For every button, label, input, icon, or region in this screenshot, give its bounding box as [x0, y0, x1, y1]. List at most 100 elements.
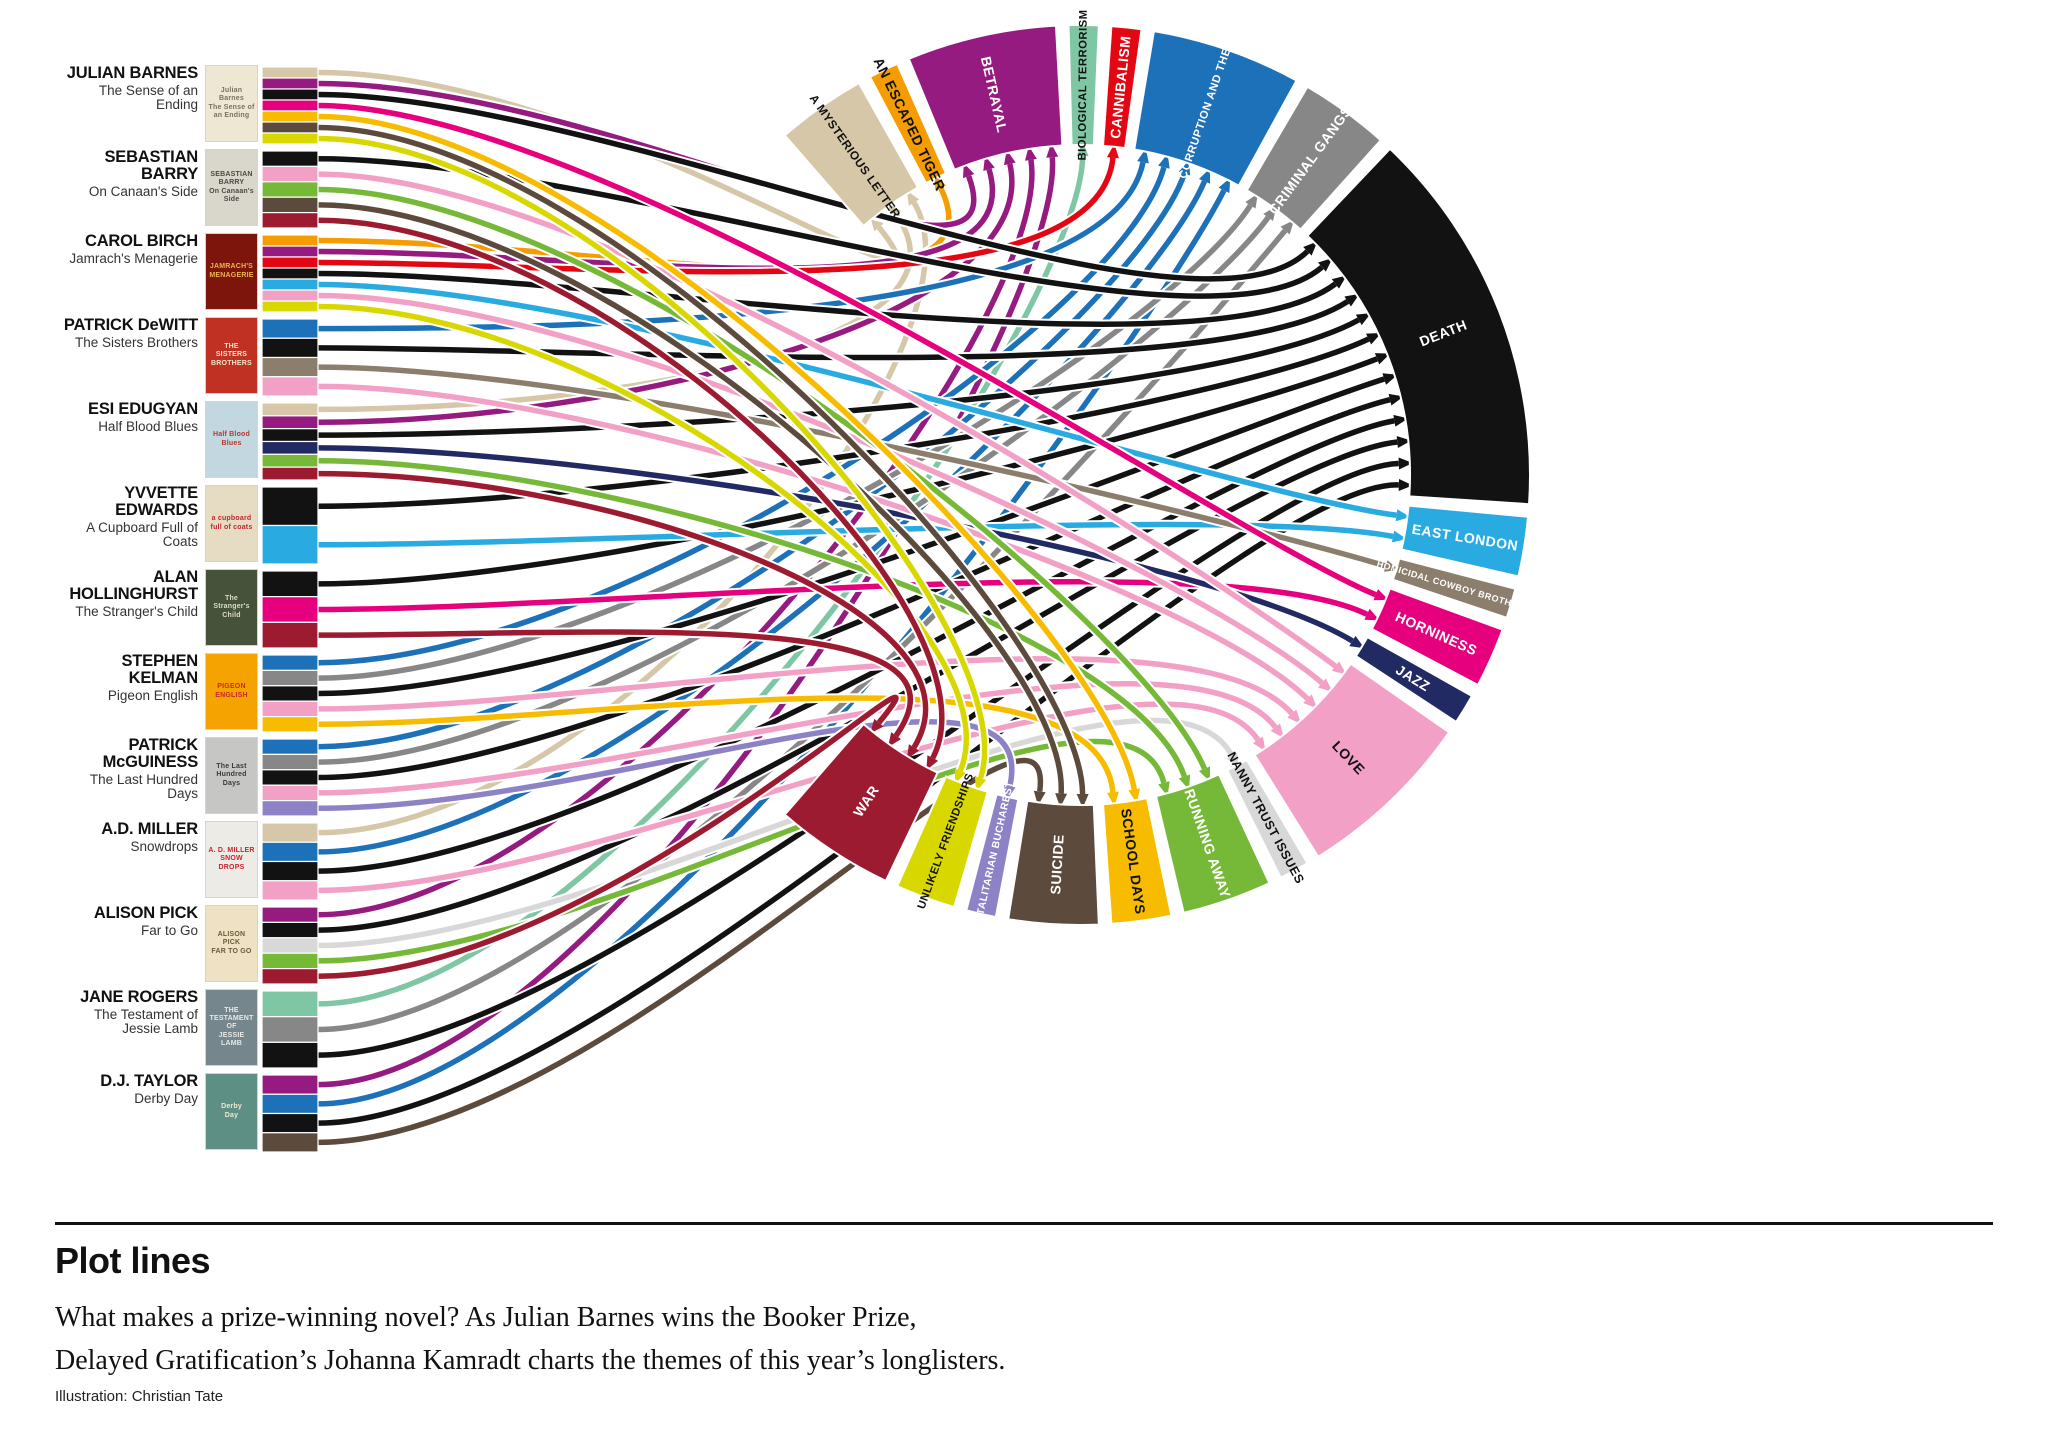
- plot-line-arrow: [1344, 293, 1360, 307]
- theme-segment-suicide: [1007, 799, 1100, 926]
- plot-line-arrow: [1374, 353, 1391, 365]
- book-cover: THE SISTERS BROTHERS: [205, 317, 258, 394]
- theme-swatch-totalitarian-bucharest: [261, 799, 319, 817]
- plot-line-arrow: [954, 768, 966, 784]
- book-label: YVVETTE EDWARDS A Cupboard Full of Coats: [58, 485, 198, 549]
- theme-swatch-war: [261, 212, 319, 229]
- plot-line-arrow: [1218, 177, 1231, 194]
- theme-swatch-love: [261, 376, 319, 397]
- book-cover-text: THE SISTERS: [215, 343, 248, 359]
- plot-line-arrow: [1398, 457, 1413, 470]
- theme-label-suicide: SUICIDE: [1047, 834, 1067, 895]
- plot-line-love: [317, 383, 1310, 701]
- plot-line-death: [317, 299, 1350, 361]
- plot-line-arrow: [1373, 589, 1389, 601]
- plot-line-arrow: [1055, 793, 1068, 808]
- plot-line-arrow: [1303, 694, 1318, 709]
- book-cover: Derby Day: [205, 1073, 258, 1150]
- theme-segment-school-days: [1101, 796, 1173, 925]
- page-title: Plot lines: [55, 1240, 211, 1281]
- theme-swatch-horniness: [261, 596, 319, 623]
- book-title: Snowdrops: [130, 838, 198, 854]
- book-cover-text: MENAGERIE: [209, 271, 254, 279]
- theme-segment-love: [1253, 662, 1451, 859]
- theme-swatch-death: [261, 570, 319, 598]
- book-cover: PIGEON ENGLISH: [205, 653, 258, 730]
- book-cover-text: Blues: [221, 439, 242, 447]
- theme-swatch-death: [261, 428, 319, 443]
- book-cover-text: BROTHERS: [211, 359, 252, 367]
- book-cover-text: SEBASTIAN BARRY: [210, 171, 253, 187]
- book-label: A.D. MILLER Snowdrops: [58, 821, 198, 854]
- theme-swatch-war: [261, 967, 319, 985]
- book-cover-text: Half Blood: [213, 431, 250, 439]
- plot-line-school-days: [317, 695, 1116, 793]
- plot-line-arrow: [963, 162, 975, 179]
- theme-swatch-love: [261, 289, 319, 302]
- book-title: The Stranger's Child: [75, 603, 198, 619]
- book-cover-text: Hundred Days: [216, 771, 247, 787]
- book-title: The Testament of Jessie Lamb: [93, 1006, 198, 1036]
- theme-swatch-death: [261, 769, 319, 786]
- theme-swatch-mysterious-letter: [261, 402, 319, 417]
- plot-line-school-days: [317, 113, 1137, 790]
- book-cover-text: Derby: [221, 1103, 242, 1111]
- book-entry: YVVETTE EDWARDS A Cupboard Full of Coats a…: [58, 485, 258, 562]
- theme-swatch-death: [261, 1112, 319, 1134]
- book-author: SEBASTIAN BARRY: [104, 148, 198, 183]
- plot-line-suicide: [317, 757, 1044, 1146]
- book-cover: Half Blood Blues: [205, 401, 258, 478]
- theme-swatch-death: [261, 150, 319, 167]
- plot-line-betrayal: [317, 156, 1056, 1088]
- theme-swatch-running-away: [261, 952, 319, 970]
- book-title: Far to Go: [140, 922, 198, 938]
- theme-segment-betrayal: [907, 24, 1064, 172]
- plot-line-arrow: [1349, 635, 1365, 649]
- theme-segment-nanny-trust-issues: [1225, 758, 1309, 880]
- book-entry: STEPHEN KELMAN Pigeon English PIGEON ENGLIS…: [58, 653, 258, 730]
- theme-swatch-suicide: [261, 196, 319, 214]
- book-label: PATRICK McGUINESS The Last Hundred Days: [58, 737, 198, 801]
- book-label: ESI EDUGYAN Half Blood Blues: [58, 401, 198, 434]
- theme-segment-unlikely-friendships: [895, 775, 989, 909]
- book-cover-text: ENGLISH: [215, 691, 248, 699]
- book-cover: The Last Hundred Days: [205, 737, 258, 814]
- plot-line-arrow: [1226, 752, 1239, 768]
- book-cover-text: Day: [224, 1111, 239, 1119]
- theme-swatch-betrayal: [261, 77, 319, 90]
- plot-line-horniness: [317, 102, 1377, 598]
- book-label: ALISON PICK Far to Go: [58, 905, 198, 938]
- intro-line-1: What makes a prize-winning novel? As Jul…: [55, 1302, 917, 1333]
- plot-line-arrow: [1355, 313, 1371, 326]
- book-label: PATRICK DeWITT The Sisters Brothers: [58, 317, 198, 350]
- book-entry: JANE ROGERS The Testament of Jessie Lamb T…: [58, 989, 258, 1066]
- theme-swatch-suicide: [261, 1132, 319, 1153]
- book-title: A Cupboard Full of Coats: [86, 519, 198, 549]
- plot-line-death: [317, 91, 1310, 282]
- theme-swatch-betrayal: [261, 1074, 319, 1095]
- theme-segment-war: [783, 722, 939, 883]
- theme-swatch-betrayal: [261, 906, 319, 923]
- plot-line-arrow: [1318, 678, 1333, 693]
- book-cover-text: full of coats: [210, 523, 253, 531]
- book-label: ALAN HOLLINGHURST The Stranger's Child: [58, 569, 198, 619]
- theme-swatch-death: [261, 1041, 319, 1069]
- plot-line-love: [317, 171, 1338, 669]
- plot-line-arrow: [1270, 723, 1284, 739]
- plot-line-arrow: [1178, 774, 1191, 790]
- plot-line-arrow: [1366, 333, 1382, 345]
- plot-line-arrow: [1303, 241, 1318, 256]
- theme-segment-escaped-tiger: [868, 62, 948, 185]
- plot-lines: [313, 67, 1413, 1148]
- theme-swatch-criminal-gangs: [261, 669, 319, 687]
- theme-swatch-betrayal: [261, 245, 319, 258]
- theme-swatch-mysterious-letter: [261, 822, 319, 843]
- theme-swatch-death: [261, 267, 319, 280]
- book-label: SEBASTIAN BARRY On Canaan's Side: [58, 149, 198, 199]
- plot-line-arrow: [1382, 373, 1398, 385]
- plot-line-cannibalism: [317, 157, 1116, 275]
- book-cover: ALISON PICK FAR TO GO: [205, 905, 258, 982]
- illustration-credit: Illustration: Christian Tate: [55, 1388, 224, 1405]
- book-cover-text: JAMRACH'S: [209, 263, 254, 271]
